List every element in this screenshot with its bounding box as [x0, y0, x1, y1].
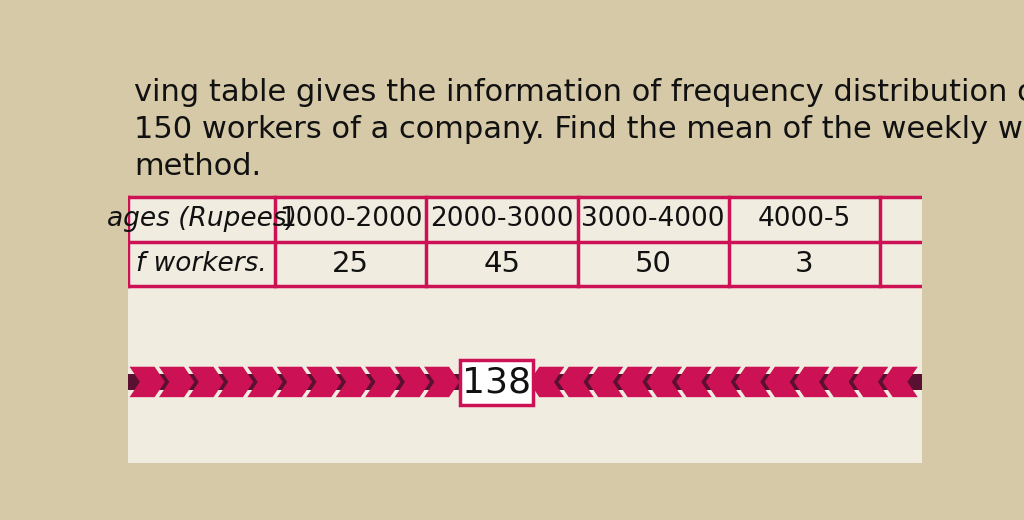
Polygon shape: [130, 367, 165, 397]
Text: 138: 138: [462, 366, 530, 399]
Text: 3: 3: [795, 250, 813, 278]
Text: 4000-5: 4000-5: [758, 206, 851, 232]
Bar: [128, 197, 922, 287]
Polygon shape: [647, 367, 682, 397]
Polygon shape: [558, 367, 594, 397]
Polygon shape: [424, 367, 460, 397]
Text: method.: method.: [134, 152, 261, 181]
Text: 3000-4000: 3000-4000: [582, 206, 725, 232]
Text: 45: 45: [483, 250, 520, 278]
Polygon shape: [159, 367, 195, 397]
Polygon shape: [366, 367, 400, 397]
Bar: [128, 374, 922, 390]
Polygon shape: [883, 367, 918, 397]
Polygon shape: [765, 367, 800, 397]
Polygon shape: [676, 367, 712, 397]
Text: 2000-3000: 2000-3000: [430, 206, 573, 232]
Polygon shape: [218, 367, 253, 397]
Text: 25: 25: [333, 250, 370, 278]
Text: 150 workers of a company. Find the mean of the weekly wages by: 150 workers of a company. Find the mean …: [134, 115, 1024, 144]
Polygon shape: [188, 367, 224, 397]
Polygon shape: [617, 367, 652, 397]
Polygon shape: [306, 367, 342, 397]
Polygon shape: [529, 367, 564, 397]
Polygon shape: [336, 367, 371, 397]
Polygon shape: [823, 367, 859, 397]
Polygon shape: [588, 367, 624, 397]
Polygon shape: [735, 367, 770, 397]
Polygon shape: [794, 367, 829, 397]
Text: ving table gives the information of frequency distribution of we: ving table gives the information of freq…: [134, 78, 1024, 107]
Polygon shape: [394, 367, 430, 397]
Text: 50: 50: [635, 250, 672, 278]
Bar: [128, 285, 922, 463]
Text: f workers.: f workers.: [136, 251, 267, 277]
Polygon shape: [853, 367, 888, 397]
Polygon shape: [248, 367, 283, 397]
Polygon shape: [276, 367, 312, 397]
FancyBboxPatch shape: [460, 360, 532, 405]
Text: 1000-2000: 1000-2000: [280, 206, 423, 232]
Text: ages (Rupees): ages (Rupees): [106, 206, 297, 232]
Polygon shape: [706, 367, 741, 397]
